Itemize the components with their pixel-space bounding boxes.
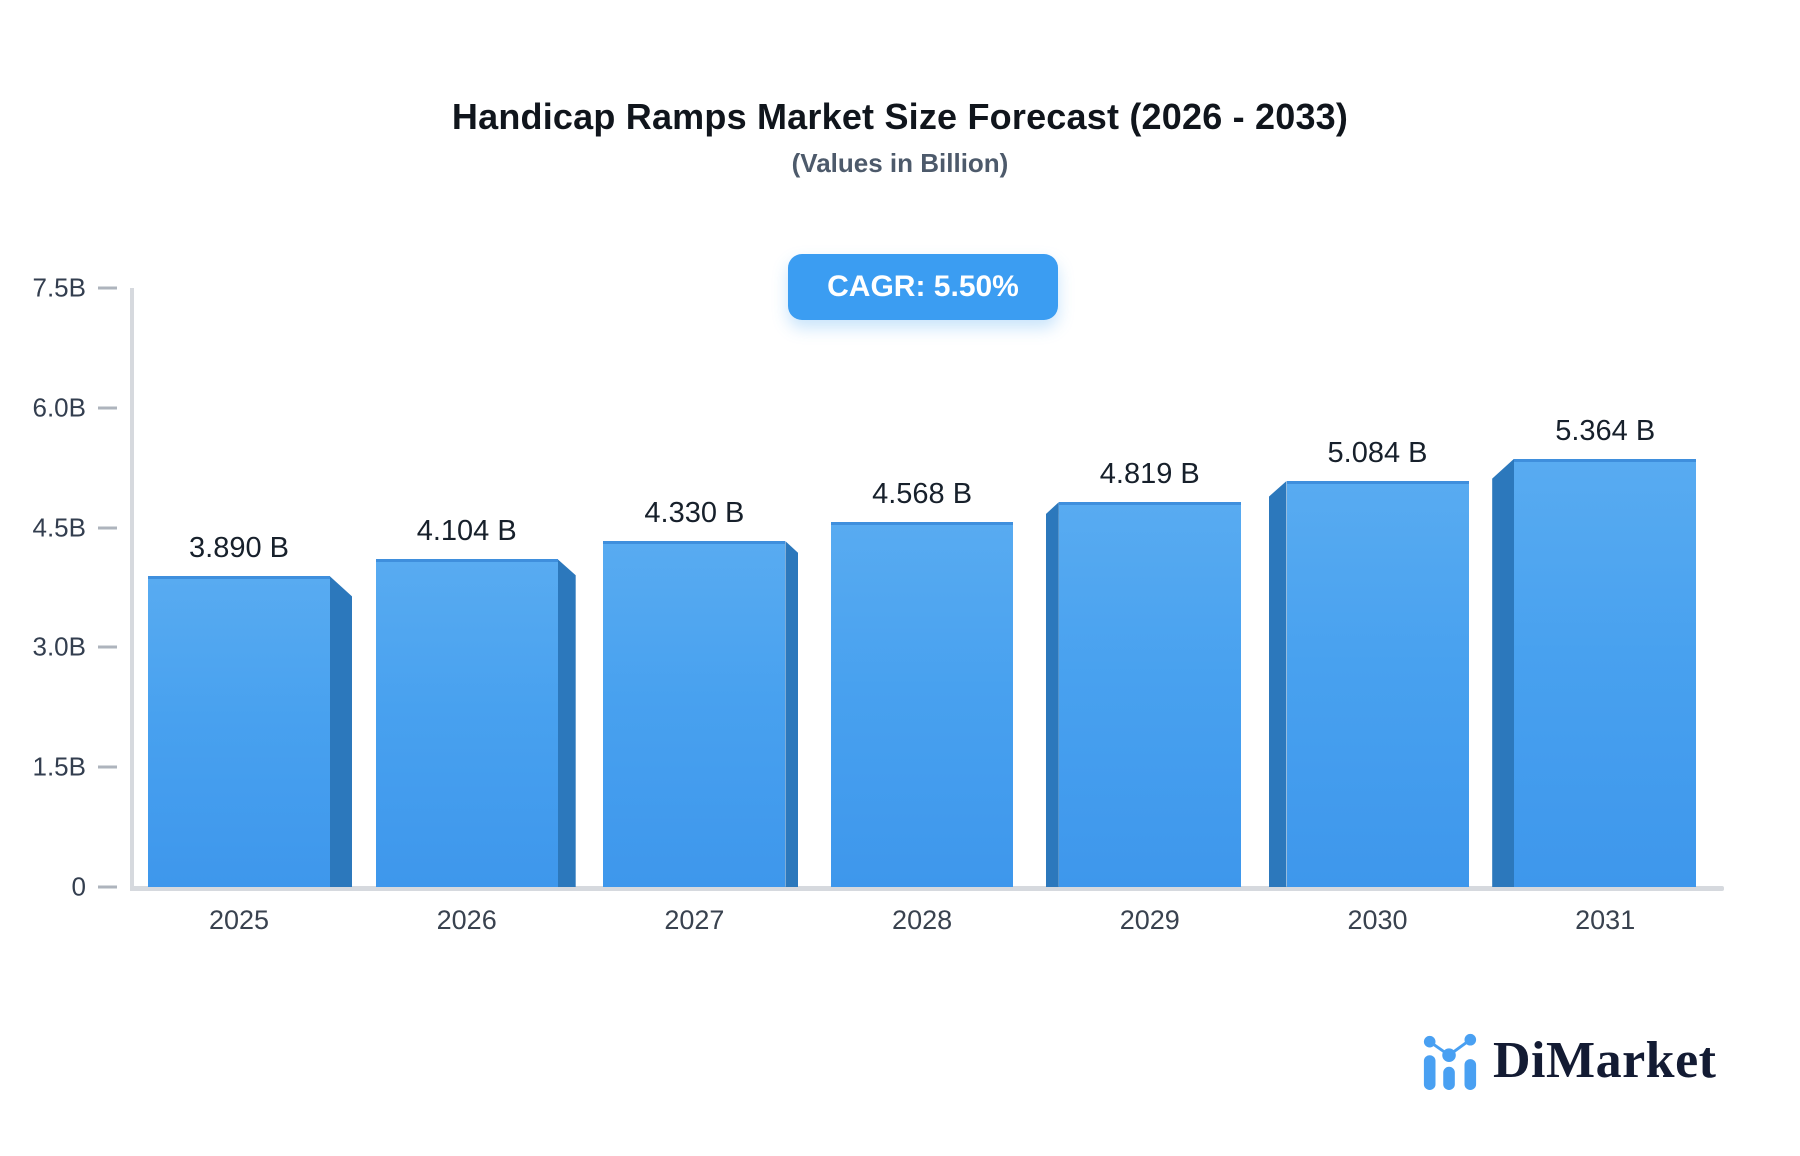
y-axis-tick-label: 3.0B bbox=[32, 631, 87, 662]
chart-subtitle: (Values in Billion) bbox=[791, 148, 1009, 178]
y-axis-line bbox=[130, 288, 134, 891]
x-axis-category-label: 2028 bbox=[892, 905, 953, 935]
bar-3d-side bbox=[1492, 458, 1515, 887]
y-axis-tick-mark bbox=[98, 765, 117, 769]
y-axis-tick-label: 4.5B bbox=[32, 512, 87, 543]
bar[interactable] bbox=[1514, 458, 1697, 887]
bar[interactable] bbox=[148, 576, 330, 887]
bar-value-label: 3.890 B bbox=[189, 532, 289, 565]
chart-title: Handicap Ramps Market Size Forecast (202… bbox=[451, 96, 1349, 137]
bar-chart-logo-icon bbox=[1421, 1032, 1479, 1090]
brand-logo: DiMarket bbox=[1421, 1032, 1716, 1090]
bar-3d-side bbox=[1268, 480, 1287, 887]
x-axis-category-label: 2026 bbox=[436, 905, 497, 935]
bar-value-label: 4.568 B bbox=[872, 478, 973, 511]
bar-3d-side bbox=[1045, 502, 1059, 887]
cagr-badge: CAGR: 5.50% bbox=[788, 254, 1058, 320]
y-axis-tick-label: 0 bbox=[71, 871, 86, 902]
x-axis-category-label: 2029 bbox=[1119, 905, 1180, 935]
bar-value-label: 5.084 B bbox=[1327, 436, 1428, 469]
bar-3d-side bbox=[785, 541, 799, 887]
y-axis-tick-mark bbox=[98, 286, 117, 290]
y-axis-tick-label: 1.5B bbox=[32, 751, 87, 782]
x-axis-category-label: 2031 bbox=[1575, 905, 1636, 935]
bar[interactable] bbox=[1286, 480, 1469, 887]
brand-name: DiMarket bbox=[1493, 1032, 1717, 1089]
bar[interactable] bbox=[603, 541, 786, 887]
bar-value-label: 4.819 B bbox=[1099, 458, 1200, 491]
bar[interactable] bbox=[831, 522, 1014, 887]
y-axis-tick-label: 6.0B bbox=[32, 392, 87, 423]
bar-value-label: 4.330 B bbox=[644, 497, 745, 530]
x-axis-baseline bbox=[130, 886, 1724, 891]
bar-value-label: 5.364 B bbox=[1555, 414, 1656, 447]
y-axis-tick-mark bbox=[98, 645, 117, 649]
bar-3d-side bbox=[330, 576, 352, 887]
bar[interactable] bbox=[1058, 502, 1241, 887]
bar-value-label: 4.104 B bbox=[416, 515, 517, 548]
y-axis-tick-label: 7.5B bbox=[32, 272, 87, 303]
bar[interactable] bbox=[375, 559, 558, 887]
y-axis-tick-mark bbox=[98, 526, 117, 530]
x-axis-category-label: 2030 bbox=[1347, 905, 1408, 935]
y-axis-tick-mark bbox=[98, 406, 117, 410]
x-axis-category-label: 2025 bbox=[208, 905, 270, 935]
bar-3d-side bbox=[557, 559, 576, 887]
x-axis-category-label: 2027 bbox=[664, 905, 725, 935]
y-axis-tick-mark bbox=[98, 885, 117, 889]
